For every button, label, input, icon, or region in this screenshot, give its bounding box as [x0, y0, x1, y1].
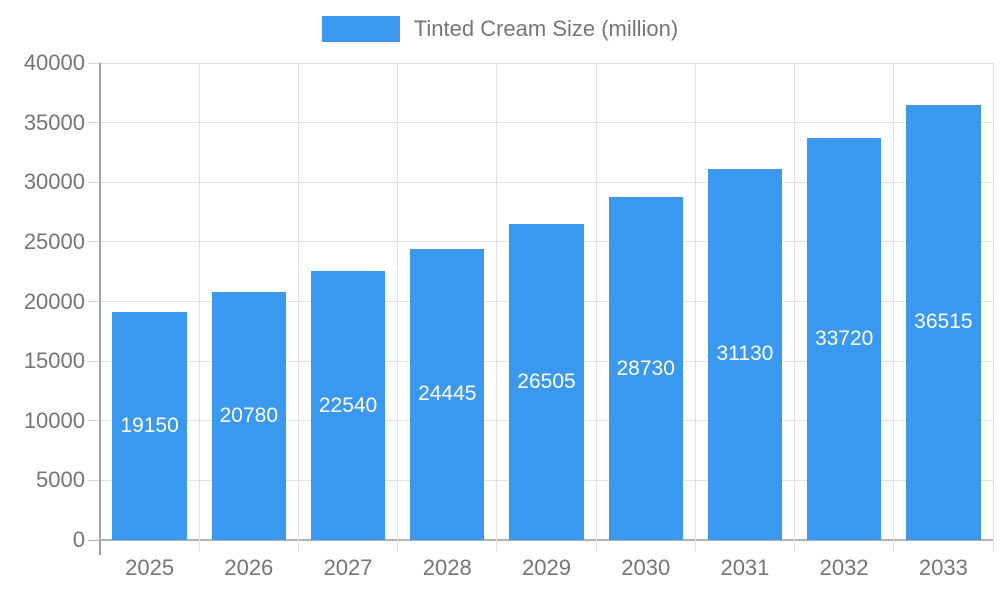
y-axis-line	[99, 63, 101, 555]
bar-value-label: 36515	[914, 310, 973, 334]
x-axis-label: 2030	[621, 555, 671, 580]
gridline-horizontal	[100, 181, 993, 183]
bar[interactable]: 33720	[806, 137, 882, 540]
y-axis-label: 25000	[23, 228, 85, 254]
y-axis-label: 35000	[23, 109, 85, 135]
x-axis-baseline	[100, 539, 993, 541]
bar[interactable]: 20780	[211, 292, 287, 540]
x-axis-label: 2026	[224, 555, 274, 580]
y-axis-tick	[88, 360, 100, 362]
gridline-vertical	[595, 63, 597, 552]
bar-value-label: 19150	[120, 413, 179, 437]
bar[interactable]: 24445	[410, 248, 485, 540]
legend-label: Tinted Cream Size (million)	[413, 16, 679, 41]
x-axis-label: 2025	[125, 555, 175, 580]
gridline-horizontal	[100, 122, 993, 124]
gridline-vertical	[893, 63, 895, 552]
x-axis-label: 2027	[323, 555, 373, 580]
gridline-horizontal	[100, 62, 993, 64]
y-axis-label: 40000	[23, 50, 85, 75]
bar[interactable]: 22540	[310, 271, 386, 540]
x-axis-label: 2028	[422, 555, 472, 580]
x-axis-label: 2031	[720, 555, 770, 580]
bar-value-label: 22540	[318, 393, 378, 417]
gridline-vertical	[297, 63, 299, 552]
bar-value-label: 28730	[616, 356, 675, 380]
y-axis-tick	[88, 420, 100, 422]
gridline-vertical	[992, 63, 994, 552]
bar-value-label: 33720	[814, 326, 874, 350]
y-axis-label: 5000	[36, 467, 85, 493]
y-axis-tick	[88, 122, 100, 124]
bar[interactable]: 28730	[608, 197, 683, 540]
x-axis-label: 2033	[918, 555, 968, 580]
y-axis-label: 30000	[23, 169, 85, 195]
gridline-vertical	[198, 63, 200, 552]
plot-area: 0 5000 10000 15000 20000 25000 30000 35000 40000…	[24, 52, 994, 580]
bar[interactable]: 26505	[509, 223, 584, 540]
x-axis-label: 2029	[522, 555, 571, 580]
bar-value-label: 26505	[517, 369, 576, 393]
y-axis-tick	[88, 62, 100, 64]
bar[interactable]: 31130	[707, 168, 783, 540]
gridline-vertical	[496, 63, 498, 552]
y-axis-tick	[88, 181, 100, 183]
y-axis-tick	[88, 241, 100, 243]
y-axis-label: 0	[72, 527, 85, 552]
legend[interactable]: Tinted Cream Size (million)	[0, 16, 1000, 42]
y-axis-label: 20000	[23, 288, 85, 314]
legend-swatch-icon	[321, 16, 400, 42]
gridline-vertical	[694, 63, 696, 552]
y-axis-label: 15000	[23, 348, 85, 374]
y-axis-tick	[88, 479, 100, 481]
bar-value-label: 20780	[219, 404, 279, 428]
bar-value-label: 24445	[418, 382, 477, 406]
bar[interactable]: 19150	[112, 311, 187, 540]
gridline-vertical	[794, 63, 796, 552]
bar-value-label: 31130	[716, 342, 774, 366]
y-axis-tick	[88, 539, 100, 541]
bar[interactable]: 36515	[906, 104, 981, 540]
gridline-vertical	[397, 63, 399, 552]
y-axis-label: 10000	[23, 407, 85, 433]
x-axis-label: 2032	[819, 555, 869, 580]
y-axis-tick	[88, 301, 100, 302]
